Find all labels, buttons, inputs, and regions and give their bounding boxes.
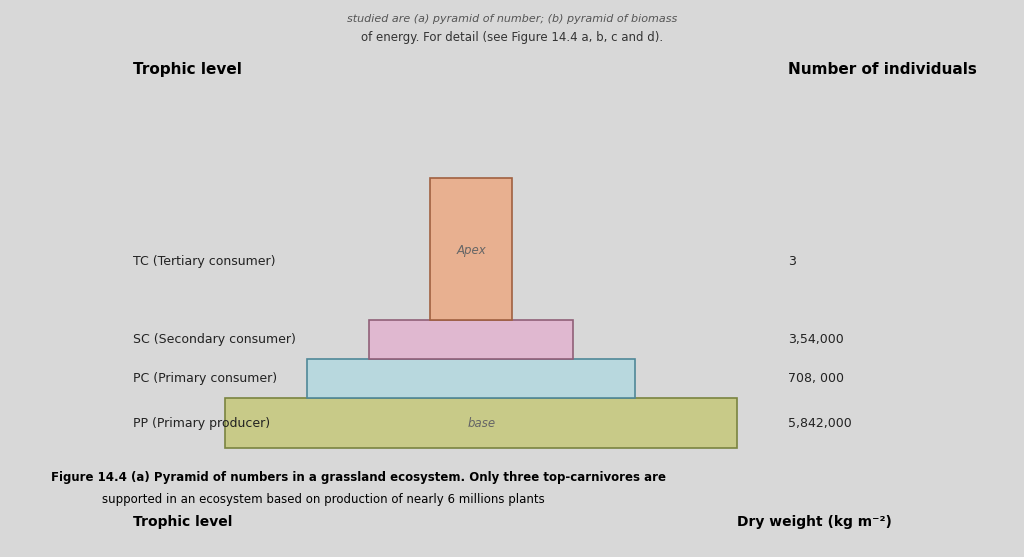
Text: SC (Secondary consumer): SC (Secondary consumer) [133, 333, 296, 346]
Text: TC (Tertiary consumer): TC (Tertiary consumer) [133, 255, 275, 268]
Text: base: base [467, 417, 496, 430]
Text: 3,54,000: 3,54,000 [788, 333, 844, 346]
FancyBboxPatch shape [307, 359, 635, 398]
Text: 708, 000: 708, 000 [788, 372, 845, 385]
Text: Figure 14.4 (a) Pyramid of numbers in a grassland ecosystem. Only three top-carn: Figure 14.4 (a) Pyramid of numbers in a … [51, 471, 667, 483]
Text: Dry weight (kg m⁻²): Dry weight (kg m⁻²) [737, 515, 892, 529]
Text: Trophic level: Trophic level [133, 515, 232, 529]
Text: of energy. For detail (see Figure 14.4 a, b, c and d).: of energy. For detail (see Figure 14.4 a… [360, 31, 664, 43]
Text: Number of individuals: Number of individuals [788, 62, 977, 77]
Text: Trophic level: Trophic level [133, 62, 242, 77]
Text: 3: 3 [788, 255, 797, 268]
Text: Apex: Apex [456, 244, 486, 257]
Text: PP (Primary producer): PP (Primary producer) [133, 417, 270, 430]
Text: PC (Primary consumer): PC (Primary consumer) [133, 372, 278, 385]
Text: supported in an ecosystem based on production of nearly 6 millions plants: supported in an ecosystem based on produ… [102, 493, 545, 506]
Text: 5,842,000: 5,842,000 [788, 417, 852, 430]
Text: studied are (a) pyramid of number; (b) pyramid of biomass: studied are (a) pyramid of number; (b) p… [347, 14, 677, 24]
FancyBboxPatch shape [430, 178, 512, 320]
FancyBboxPatch shape [369, 320, 573, 359]
FancyBboxPatch shape [225, 398, 737, 448]
